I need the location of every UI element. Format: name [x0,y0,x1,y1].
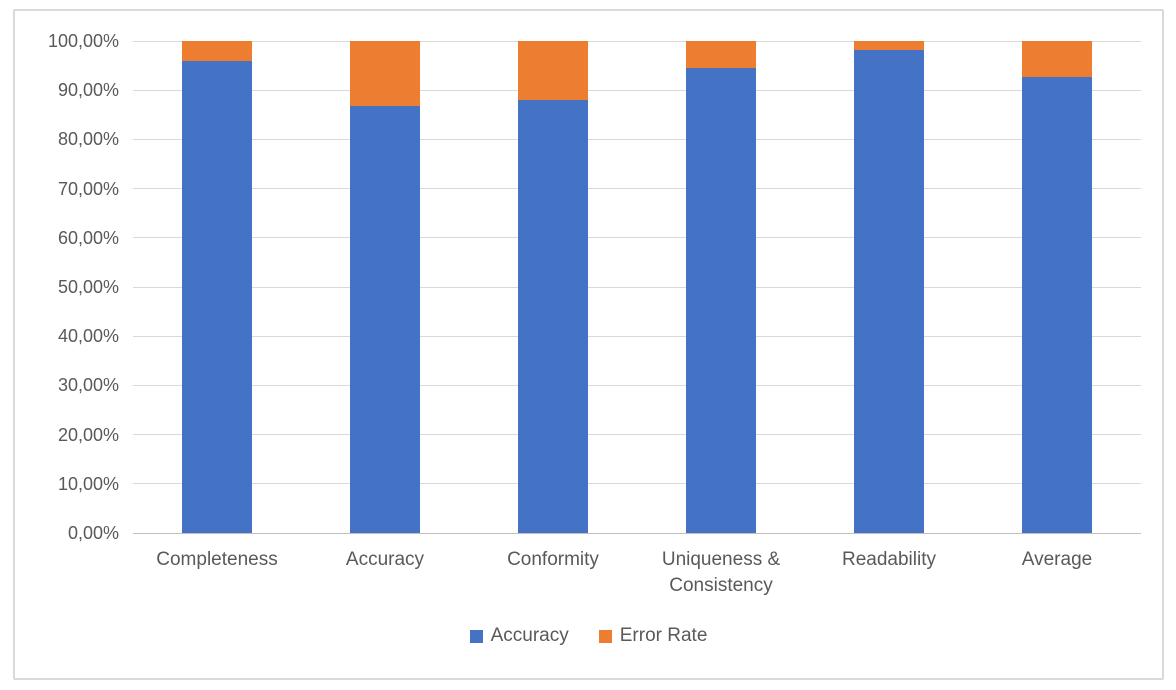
legend-item-error-rate: Error Rate [598,625,708,647]
bar-completeness-accuracy [182,60,252,533]
gridline-10 [133,483,1141,485]
y-tick-label-10: 10,00% [57,473,119,494]
bar-uniqueness-consistency-error-rate [686,41,756,69]
gridline-30 [133,384,1141,386]
category-label-accuracy: Accuracy [345,549,425,570]
bar-conformity-accuracy [518,100,588,533]
legend: Accuracy Error Rate [15,625,1162,647]
y-axis-tick-labels: 0,00% 10,00% 20,00% 30,00% 40,00% 50,00% 60,00… [15,31,119,543]
bar-completeness-error-rate [182,41,252,61]
gridline-60 [133,237,1141,239]
legend-swatch-accuracy-icon [469,629,483,643]
gridline-40 [133,335,1141,337]
gridline-100 [133,40,1141,42]
gridline-90 [133,89,1141,91]
bar-conformity-error-rate [518,41,588,101]
legend-label-accuracy: Accuracy [490,625,569,646]
legend-label-error-rate: Error Rate [619,625,708,646]
category-label-readability: Readability [842,549,936,570]
plot-area [133,40,1141,534]
y-tick-label-70: 70,00% [57,178,119,199]
legend-swatch-error-rate-icon [598,629,612,643]
bar-readability-accuracy [854,49,924,533]
y-tick-label-100: 100,00% [47,31,119,51]
bar-average-accuracy [1022,76,1092,533]
bar-readability-error-rate [854,41,924,50]
y-tick-label-80: 80,00% [57,129,119,150]
legend-item-accuracy: Accuracy [469,625,569,647]
gridline-20 [133,434,1141,436]
y-tick-label-0: 0,00% [67,523,119,543]
bar-uniqueness-consistency-accuracy [686,68,756,533]
y-tick-label-60: 60,00% [57,227,119,248]
y-tick-label-90: 90,00% [57,80,119,101]
y-tick-label-20: 20,00% [57,424,119,445]
y-tick-label-50: 50,00% [57,277,119,297]
gridline-80 [133,138,1141,140]
category-label-average: Average [1021,549,1093,570]
category-label-conformity: Conformity [507,549,599,570]
bar-accuracy-accuracy [350,106,420,533]
category-label-uniqueness-consistency: Uniqueness & Consistency [661,549,781,596]
gridline-50 [133,286,1141,288]
gridline-70 [133,188,1141,190]
bar-average-error-rate [1022,41,1092,77]
bar-accuracy-error-rate [350,41,420,107]
chart-frame: 0,00% 10,00% 20,00% 30,00% 40,00% 50,00% 60,00… [13,9,1164,680]
y-tick-label-30: 30,00% [57,375,119,396]
category-label-completeness: Completeness [156,549,278,570]
x-axis-line [133,532,1141,534]
y-tick-label-40: 40,00% [57,326,119,347]
